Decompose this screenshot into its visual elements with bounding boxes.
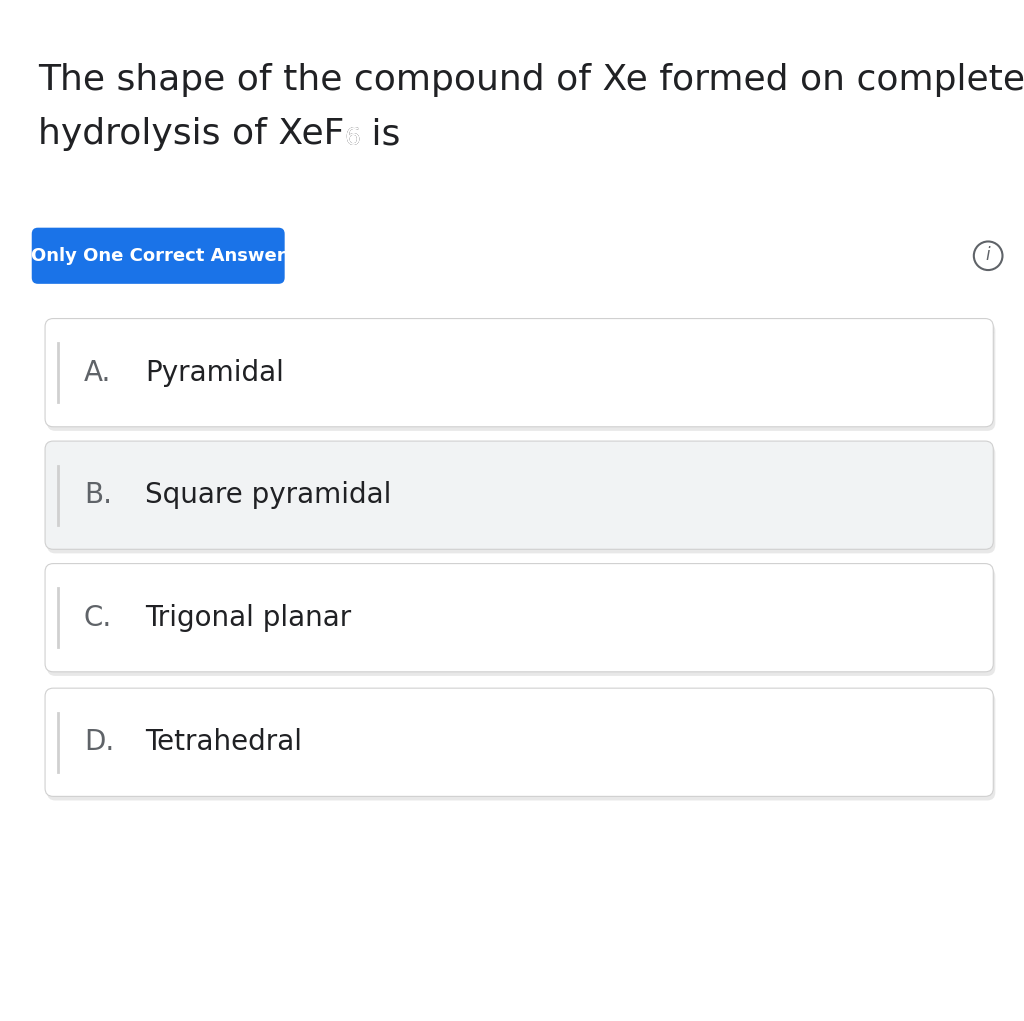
FancyBboxPatch shape <box>45 688 993 796</box>
Text: Tetrahedral: Tetrahedral <box>145 728 302 757</box>
FancyBboxPatch shape <box>47 445 995 553</box>
FancyBboxPatch shape <box>47 568 995 676</box>
Text: i: i <box>986 246 990 263</box>
Text: The shape of the compound of Xe formed on complete: The shape of the compound of Xe formed o… <box>38 63 1024 97</box>
Text: is: is <box>360 117 400 151</box>
FancyBboxPatch shape <box>45 319 993 427</box>
Text: D.: D. <box>84 728 115 757</box>
Text: 6: 6 <box>344 126 360 150</box>
FancyBboxPatch shape <box>45 564 993 672</box>
Text: B.: B. <box>84 481 112 509</box>
Text: hydrolysis of XeF: hydrolysis of XeF <box>38 117 344 151</box>
FancyBboxPatch shape <box>45 441 993 549</box>
Text: 6: 6 <box>344 126 360 150</box>
FancyBboxPatch shape <box>47 323 995 431</box>
Text: A.: A. <box>84 358 112 387</box>
FancyBboxPatch shape <box>32 228 285 284</box>
Text: Trigonal planar: Trigonal planar <box>145 603 351 632</box>
Text: Square pyramidal: Square pyramidal <box>145 481 392 509</box>
Text: Pyramidal: Pyramidal <box>145 358 285 387</box>
Text: Only One Correct Answer: Only One Correct Answer <box>31 247 286 264</box>
FancyBboxPatch shape <box>47 692 995 800</box>
Text: C.: C. <box>84 603 113 632</box>
